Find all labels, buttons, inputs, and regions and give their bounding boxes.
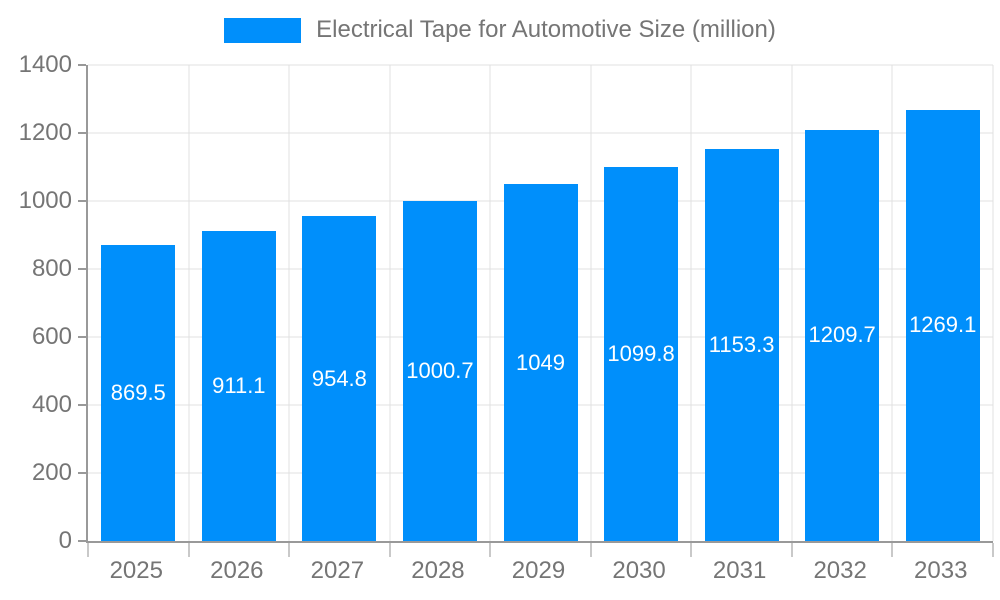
- bar-value-label: 869.5: [110, 380, 166, 406]
- bar-2027[interactable]: 954.8: [302, 216, 377, 541]
- v-gridline: [188, 65, 190, 541]
- bar-value-label: 911.1: [212, 373, 266, 399]
- x-tick-mark: [891, 543, 894, 557]
- bar-2032[interactable]: 1209.7: [805, 129, 880, 541]
- x-tick-mark: [589, 543, 592, 557]
- bar-2033[interactable]: 1269.1: [905, 109, 980, 541]
- y-axis-tick-label: 1400: [18, 51, 72, 78]
- y-axis-tick-label: 0: [58, 527, 72, 554]
- v-gridline: [992, 65, 994, 541]
- bar-value-label: 1269.1: [909, 312, 977, 338]
- bar-2028[interactable]: 1000.7: [402, 200, 477, 541]
- x-axis-tick-label: 2028: [411, 557, 465, 584]
- h-gridline: [88, 64, 993, 66]
- x-tick-mark: [288, 543, 291, 557]
- y-tick-mark: [78, 200, 86, 202]
- y-tick-mark: [78, 64, 86, 66]
- y-tick-mark: [78, 336, 86, 338]
- y-tick-mark: [78, 132, 86, 134]
- y-tick-mark: [78, 268, 86, 270]
- plot-area: 869.5 911.1 954.8 1000.7 1049 1099.8 1153.3 120…: [78, 64, 994, 557]
- y-axis: 0 200 400 600 800 1000 1200 1400: [0, 51, 72, 554]
- bar-2030[interactable]: 1099.8: [604, 167, 679, 541]
- bar-value-label: 1099.8: [607, 341, 675, 367]
- bar-value-label: 1153.3: [708, 331, 775, 357]
- x-tick-mark: [790, 543, 793, 557]
- v-gridline: [791, 65, 793, 541]
- y-axis-tick-label: 600: [31, 323, 72, 350]
- bar-2025[interactable]: 869.5: [101, 245, 176, 541]
- y-axis-tick-label: 800: [31, 255, 72, 282]
- y-tick-mark: [78, 404, 86, 406]
- bar-2026[interactable]: 911.1: [201, 231, 276, 541]
- y-tick-mark: [78, 540, 86, 542]
- x-axis-tick-label: 2033: [914, 557, 968, 584]
- y-tick-mark: [78, 472, 86, 474]
- h-gridline: [88, 132, 993, 134]
- x-tick-mark: [87, 543, 89, 557]
- y-axis-tick-label: 200: [31, 459, 72, 486]
- v-gridline: [690, 65, 692, 541]
- v-gridline: [590, 65, 592, 541]
- legend-label: Electrical Tape for Automotive Size (mil…: [316, 16, 776, 43]
- x-tick-mark: [992, 543, 994, 557]
- x-axis-tick-label: 2025: [109, 557, 163, 584]
- x-tick-mark: [690, 543, 693, 557]
- v-gridline: [288, 65, 290, 541]
- bar-2031[interactable]: 1153.3: [704, 148, 779, 541]
- bar-value-label: 1209.7: [808, 322, 876, 348]
- legend-swatch-icon: [224, 17, 302, 43]
- v-gridline: [891, 65, 893, 541]
- bar-value-label: 1049: [516, 349, 565, 375]
- y-axis-tick-label: 1000: [18, 187, 72, 214]
- x-tick-mark: [187, 543, 190, 557]
- x-axis-tick-label: 2030: [612, 557, 666, 584]
- legend[interactable]: Electrical Tape for Automotive Size (mil…: [0, 16, 1000, 44]
- x-axis-tick-label: 2027: [310, 557, 365, 584]
- x-axis-tick-label: 2026: [210, 557, 264, 584]
- x-axis: 2025 2026 2027 2028 2029 2030 2031 2032 2033: [86, 557, 991, 591]
- v-gridline: [389, 65, 391, 541]
- x-axis-tick-label: 2032: [813, 557, 867, 584]
- y-axis-tick-label: 1200: [18, 119, 72, 146]
- x-axis-tick-label: 2029: [511, 557, 566, 584]
- bar-value-label: 954.8: [311, 365, 367, 391]
- x-tick-mark: [489, 543, 492, 557]
- v-gridline: [489, 65, 491, 541]
- x-tick-mark: [388, 543, 391, 557]
- bar-value-label: 1000.7: [406, 357, 474, 383]
- y-axis-tick-label: 400: [31, 391, 72, 418]
- bar-2029[interactable]: 1049: [503, 184, 578, 541]
- x-axis-tick-label: 2031: [712, 557, 767, 584]
